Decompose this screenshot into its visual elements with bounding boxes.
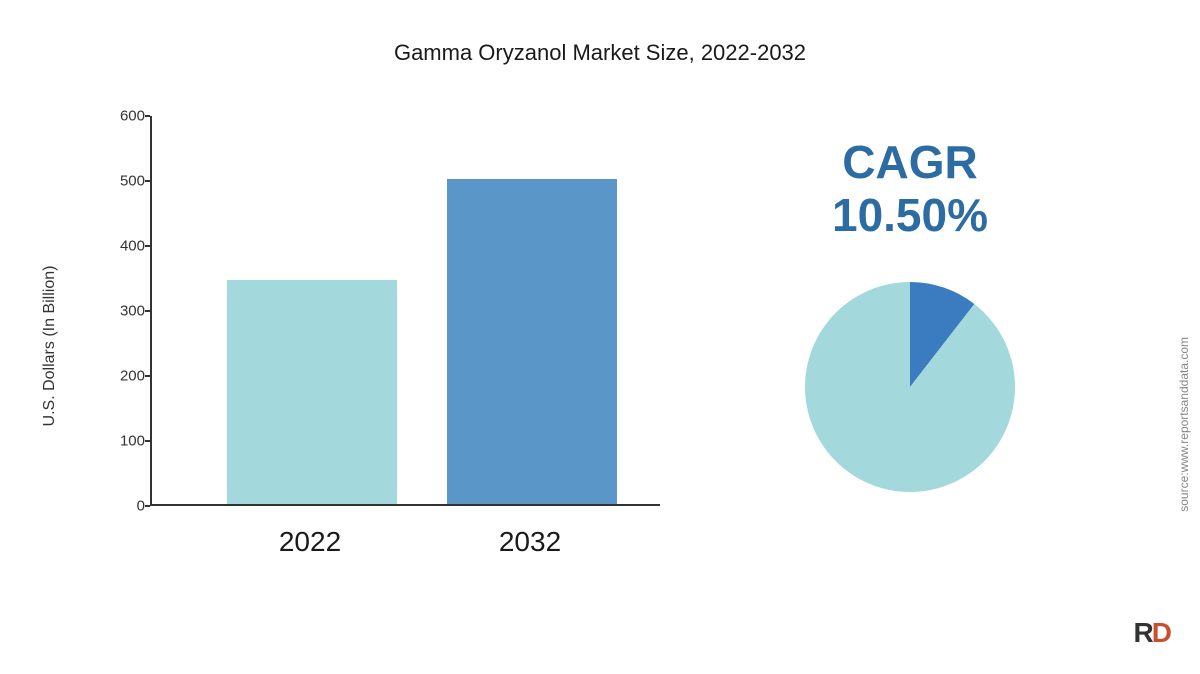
brand-logo: RD xyxy=(1134,617,1170,649)
logo-letter-r: R xyxy=(1134,617,1152,648)
y-tick-label: 100 xyxy=(110,433,145,450)
cagr-text: CAGR10.50% xyxy=(832,136,988,242)
y-tick-mark xyxy=(145,180,150,182)
cagr-label-line: CAGR xyxy=(832,136,988,189)
y-tick-mark xyxy=(145,310,150,312)
y-tick-mark xyxy=(145,115,150,117)
y-tick-label: 0 xyxy=(110,498,145,515)
y-axis-label: U.S. Dollars (In Billion) xyxy=(41,266,59,427)
bar-chart: U.S. Dollars (In Billion) 01002003004005… xyxy=(60,106,680,586)
y-tick-label: 200 xyxy=(110,368,145,385)
y-tick-mark xyxy=(145,440,150,442)
y-tick-mark xyxy=(145,505,150,507)
y-tick-label: 600 xyxy=(110,108,145,125)
y-tick-mark xyxy=(145,245,150,247)
source-attribution: source:www.reportsanddata.com xyxy=(1177,337,1191,512)
y-tick-mark xyxy=(145,375,150,377)
cagr-value-line: 10.50% xyxy=(832,189,988,242)
chart-title: Gamma Oryzanol Market Size, 2022-2032 xyxy=(0,0,1200,66)
y-tick-label: 300 xyxy=(110,303,145,320)
bar-2022 xyxy=(227,280,397,504)
pie-slice xyxy=(805,282,1015,492)
logo-letter-d: D xyxy=(1152,617,1170,648)
pie-chart xyxy=(805,282,1015,497)
x-tick-label: 2032 xyxy=(499,526,561,558)
x-tick-label: 2022 xyxy=(279,526,341,558)
plot-area xyxy=(150,116,660,506)
pie-svg xyxy=(805,282,1015,492)
right-panel: CAGR10.50% xyxy=(680,106,1140,586)
y-tick-label: 500 xyxy=(110,173,145,190)
y-tick-label: 400 xyxy=(110,238,145,255)
content-row: U.S. Dollars (In Billion) 0 100 200 300 400 5… xyxy=(0,66,1200,586)
bar-2032 xyxy=(447,179,617,504)
